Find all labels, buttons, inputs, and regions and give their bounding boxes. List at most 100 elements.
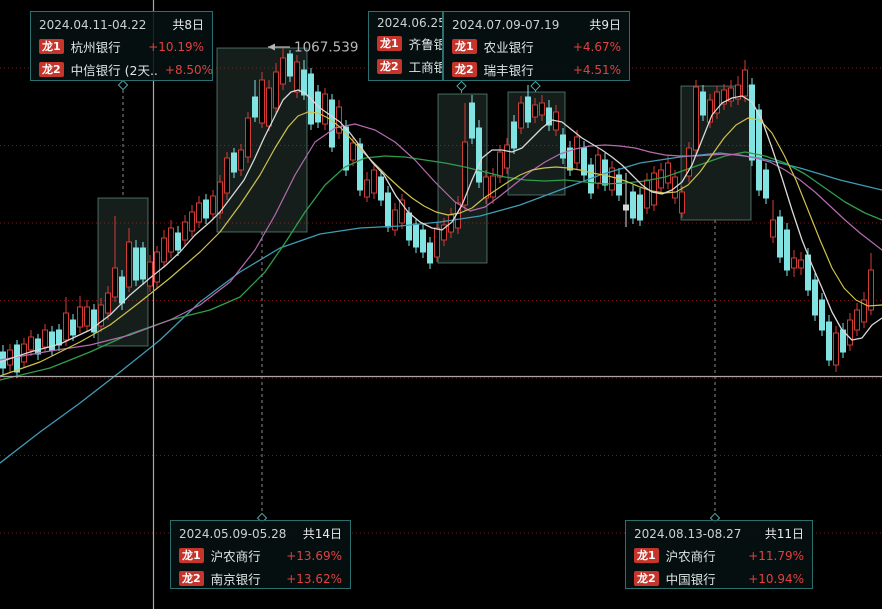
- leader2-name: 南京银行: [210, 572, 261, 587]
- candle-body-down: [140, 247, 146, 280]
- highlight-period-box[interactable]: [97, 197, 149, 347]
- candle-body-up: [161, 237, 167, 263]
- candle-body-up: [210, 195, 216, 215]
- diamond-marker-icon: [530, 80, 541, 92]
- candle-body-up: [273, 71, 279, 109]
- candle-body-up: [189, 211, 195, 232]
- candle-body-down: [637, 194, 643, 221]
- candle-body-up: [224, 157, 230, 194]
- candle-body-up: [98, 304, 104, 327]
- candle-body-down: [35, 338, 41, 355]
- candle-body-up: [728, 87, 734, 102]
- period-days: 共14日: [302, 527, 342, 541]
- candle-body-up: [259, 79, 265, 124]
- candle-body-down: [581, 147, 587, 176]
- period-days: 共11日: [764, 527, 804, 541]
- candle-body-up: [147, 261, 153, 287]
- candle-body-up: [742, 69, 748, 97]
- candle-body-up: [665, 162, 671, 184]
- candle-body-up: [532, 104, 538, 118]
- candle-body-up: [441, 224, 447, 241]
- candle-body-down: [560, 134, 566, 159]
- period-title: 2024.04.11-04.22 共8日: [31, 12, 212, 35]
- period-title: 2024.06.25-: [369, 12, 442, 32]
- candle-body-up: [217, 181, 223, 214]
- candle-body-down: [630, 191, 636, 219]
- leader2-change: +10.94%: [748, 571, 804, 586]
- leader2-badge: 龙2: [452, 62, 477, 77]
- candle-body-up: [322, 93, 328, 125]
- candle-body-up: [168, 227, 174, 253]
- candle-body-up: [833, 332, 839, 366]
- leader-row: 龙1 沪农商行 +13.69%: [171, 544, 350, 567]
- candle-body-down: [49, 331, 55, 351]
- candle-body-down: [343, 126, 349, 171]
- leader-row: 龙1 杭州银行 +10.19%: [31, 35, 212, 58]
- candle-body-up: [42, 329, 48, 348]
- leader2-change: +13.62%: [286, 571, 342, 586]
- candle-body-up: [182, 221, 188, 241]
- candle-body-up: [126, 241, 132, 288]
- candle-body-up: [854, 309, 860, 331]
- candle-body-down: [469, 102, 475, 139]
- leader2-change: +4.51%: [572, 62, 621, 77]
- period-title: 2024.05.09-05.28 共14日: [171, 521, 350, 544]
- leader-row: 龙2 南京银行 +13.62%: [171, 567, 350, 588]
- candle-body-down: [231, 152, 237, 173]
- candle-body-up: [196, 202, 202, 223]
- candle-body-down: [70, 319, 76, 336]
- candle-body-down: [56, 329, 62, 346]
- leader1-change: +11.79%: [748, 548, 804, 563]
- leader-info-box-apr[interactable]: 2024.04.11-04.22 共8日 龙1 杭州银行 +10.19% 龙2 …: [30, 11, 213, 81]
- leader1-change: +4.67%: [572, 39, 621, 54]
- left-arrow-icon: [268, 43, 275, 51]
- candle-body-up: [798, 259, 804, 269]
- candle-body-up: [868, 269, 874, 311]
- candle-body-up: [105, 292, 111, 314]
- candle-body-down: [329, 99, 335, 148]
- leader1-name: 齐鲁银行: [408, 37, 442, 52]
- leader-row: 龙2 中国银行 +10.94%: [626, 567, 812, 588]
- candle-body-up: [651, 172, 657, 206]
- candle-body-up: [371, 169, 377, 194]
- ma-green: [0, 151, 882, 381]
- leader-info-box-jul[interactable]: 2024.07.09-07.19 共9日 龙1 农业银行 +4.67% 龙2 瑞…: [443, 11, 630, 81]
- candle-body-up: [434, 227, 440, 258]
- leader2-name: 工商银行: [408, 60, 442, 75]
- candle-body-up: [28, 336, 34, 351]
- candle-body-up: [490, 175, 496, 198]
- candle-body-up: [770, 219, 776, 238]
- period-title: 2024.07.09-07.19 共9日: [444, 12, 629, 35]
- leader2-name: 中信银行 (2天..: [70, 63, 158, 78]
- leader-info-box-may[interactable]: 2024.05.09-05.28 共14日 龙1 沪农商行 +13.69% 龙2…: [170, 520, 351, 589]
- candle-body-down: [763, 169, 769, 199]
- leader-info-box-aug[interactable]: 2024.08.13-08.27 共11日 龙1 沪农商行 +11.79% 龙2…: [625, 520, 813, 589]
- candle-body-down: [385, 192, 391, 228]
- candle-body-up: [84, 306, 90, 327]
- candle-body-down: [812, 279, 818, 316]
- candle-body-down: [406, 212, 412, 241]
- candle-body-down: [175, 232, 181, 251]
- candle-body-up: [63, 312, 69, 341]
- leader-row: 龙1 农业银行 +4.67%: [444, 35, 629, 58]
- candle-body-down: [301, 69, 307, 96]
- leader-info-box-jun-clipped[interactable]: 2024.06.25- 龙1 齐鲁银行 龙2 工商银行: [368, 11, 443, 81]
- candle-body-down: [840, 329, 846, 353]
- candle-body-down: [567, 147, 573, 171]
- candle-body-up: [462, 141, 468, 206]
- candle-body-down: [700, 91, 706, 116]
- candle-body-down: [14, 344, 20, 373]
- leader1-change: +13.69%: [286, 548, 342, 563]
- candle-body-up: [238, 149, 244, 171]
- candle-body-up: [399, 199, 405, 224]
- candle-body-up: [686, 147, 692, 177]
- candle-body-up: [112, 267, 118, 298]
- leader2-change: +8.50%: [164, 62, 213, 77]
- candle-body-down: [826, 321, 832, 361]
- leader1-badge: 龙1: [179, 548, 204, 563]
- leader2-badge: 龙2: [39, 62, 64, 77]
- leader-row: 龙2 中信银行 (2天.. +8.50%: [31, 58, 213, 80]
- leader2-name: 中国银行: [665, 572, 716, 587]
- annotation-connectors: [117, 79, 721, 524]
